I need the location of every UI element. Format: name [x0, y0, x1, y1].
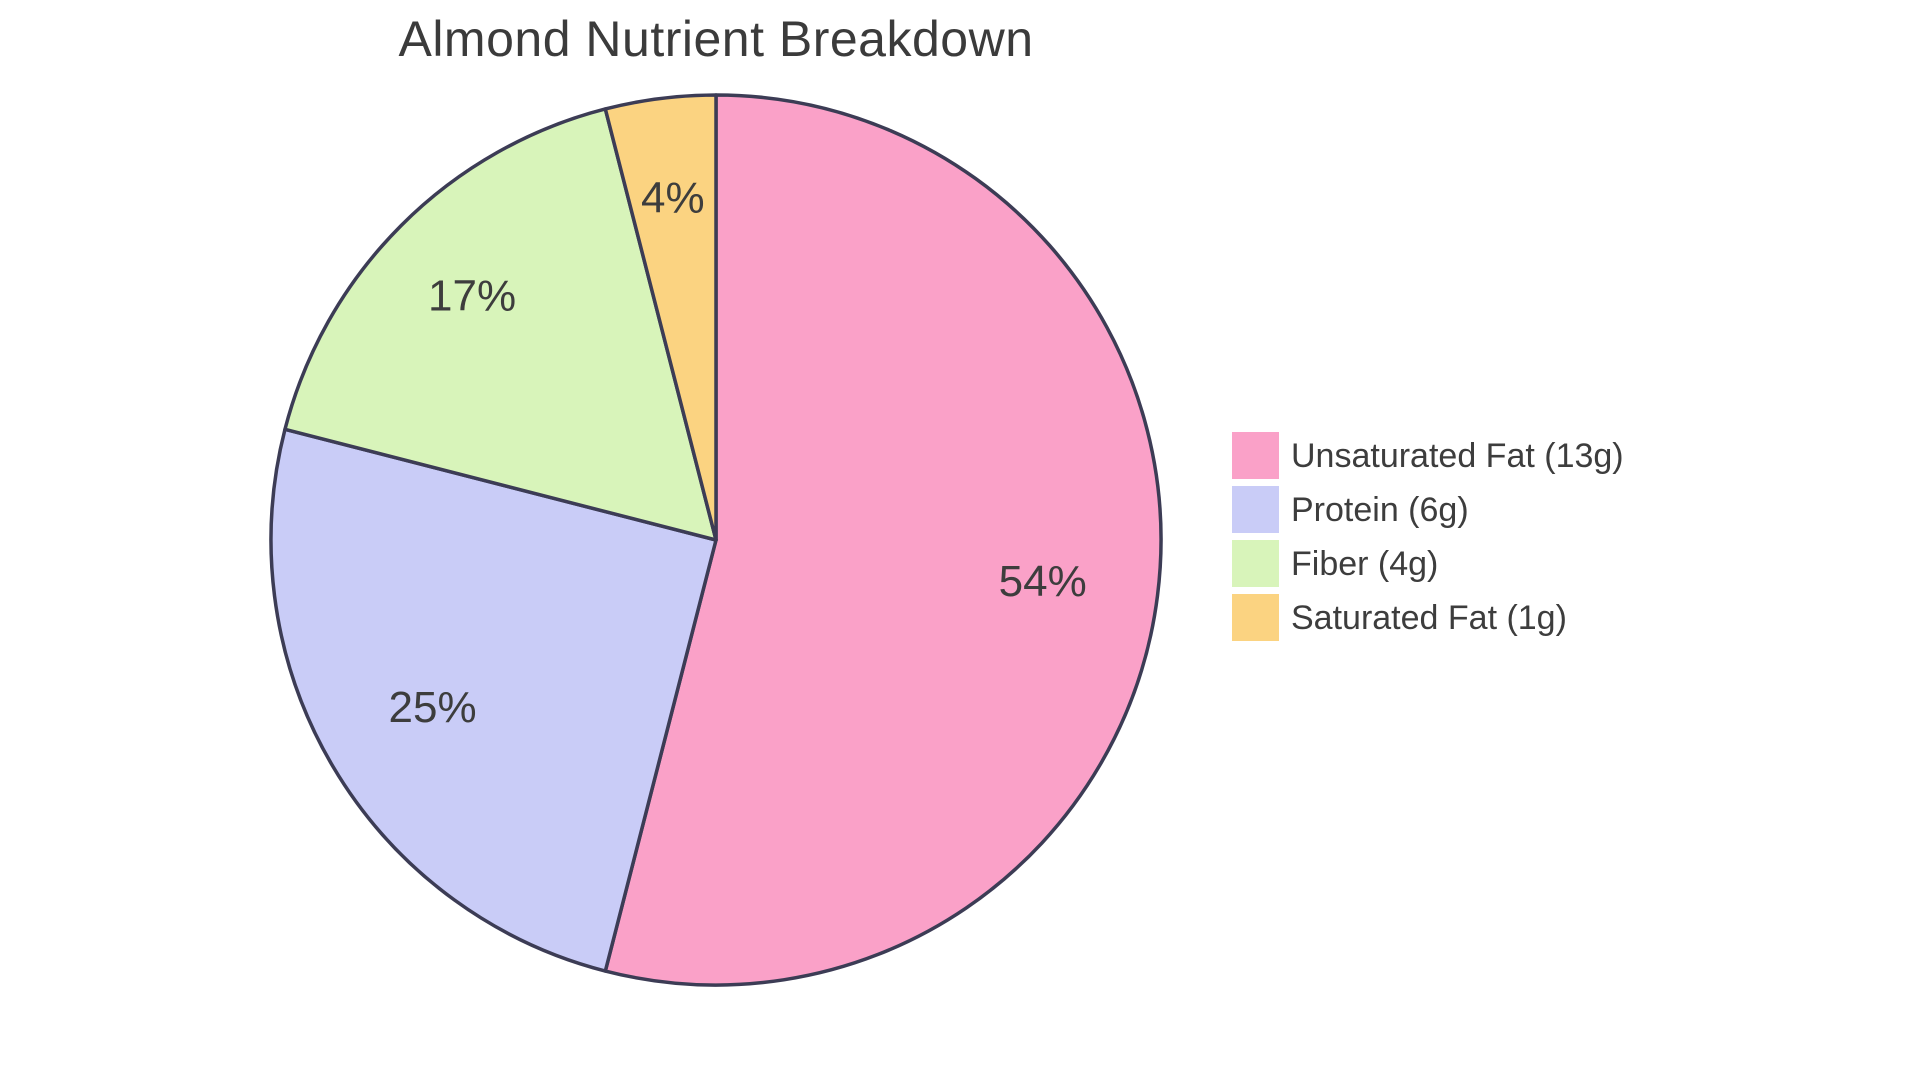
legend-item-protein-6g: Protein (6g): [1232, 486, 1624, 533]
legend-item-unsaturated-fat-13g: Unsaturated Fat (13g): [1232, 432, 1624, 479]
pie-slice-saturated-fat-1g: [603, 93, 718, 542]
pie-slice-protein-6g: [269, 427, 718, 973]
legend-label-unsaturated-fat-13g: Unsaturated Fat (13g): [1291, 436, 1624, 475]
slice-percent-label-protein-6g: 25%: [389, 683, 477, 732]
slice-percent-label-fiber-4g: 17%: [428, 272, 516, 321]
legend-label-protein-6g: Protein (6g): [1291, 490, 1469, 529]
chart-legend: Unsaturated Fat (13g) Protein (6g) Fiber (…: [1232, 432, 1624, 648]
legend-swatch-unsaturated-fat-13g: [1232, 432, 1279, 479]
legend-swatch-saturated-fat-1g: [1232, 594, 1279, 641]
pie-slice-unsaturated-fat-13g: [603, 93, 1163, 987]
slice-percent-label-saturated-fat-1g: 4%: [641, 173, 705, 222]
chart-title: Almond Nutrient Breakdown: [398, 11, 1034, 67]
pie-slice-fiber-4g: [283, 107, 718, 542]
legend-label-fiber-4g: Fiber (4g): [1291, 544, 1439, 583]
legend-item-saturated-fat-1g: Saturated Fat (1g): [1232, 594, 1624, 641]
legend-label-saturated-fat-1g: Saturated Fat (1g): [1291, 598, 1567, 637]
slice-percent-label-unsaturated-fat-13g: 54%: [999, 557, 1087, 606]
legend-swatch-fiber-4g: [1232, 540, 1279, 587]
legend-swatch-protein-6g: [1232, 486, 1279, 533]
legend-item-fiber-4g: Fiber (4g): [1232, 540, 1624, 587]
